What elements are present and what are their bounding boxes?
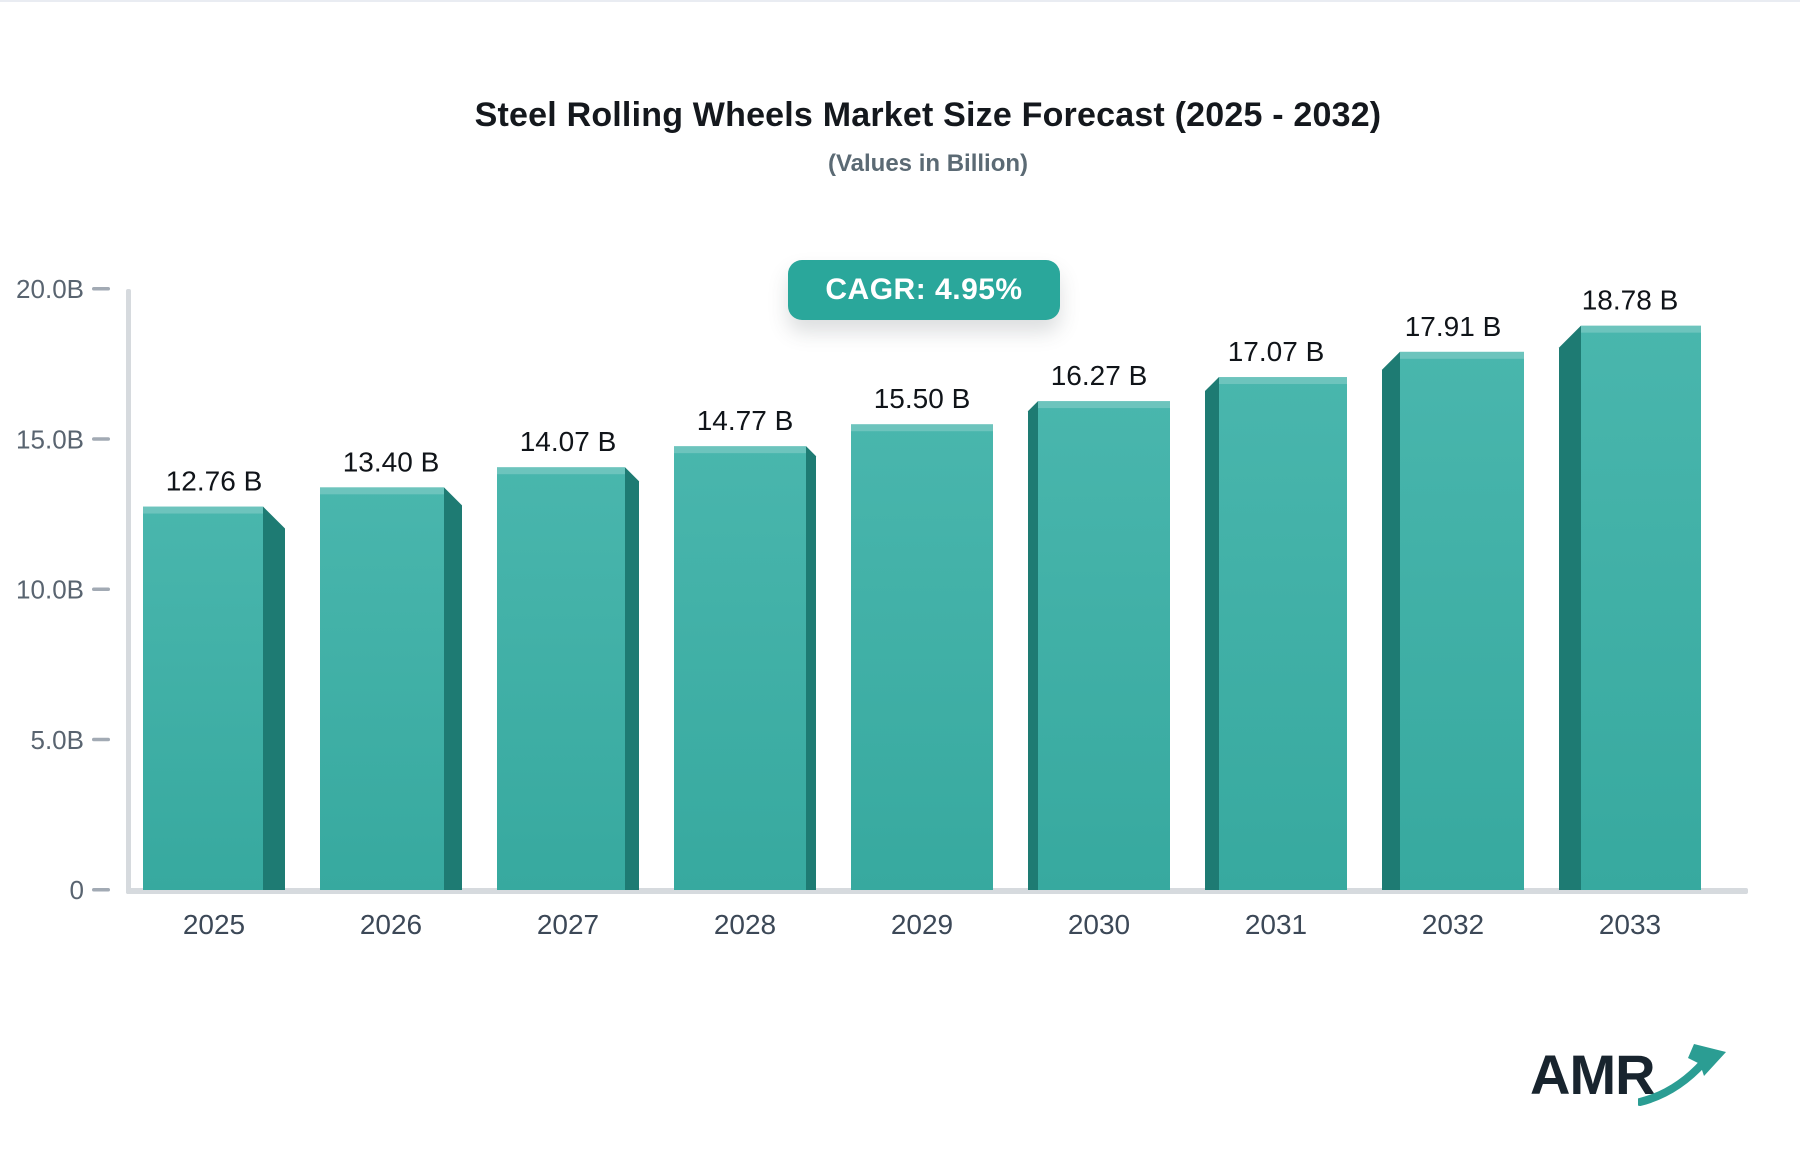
y-axis-tick	[92, 587, 110, 591]
bar-face	[143, 506, 263, 890]
x-axis-label: 2032	[1422, 909, 1484, 940]
bar-top-highlight	[1038, 401, 1170, 409]
growth-arrow-icon	[1638, 1044, 1726, 1106]
y-axis-tick	[92, 437, 110, 441]
bar-face	[1219, 377, 1347, 890]
bar-group-2029	[851, 424, 993, 890]
bar-top-highlight	[1219, 377, 1347, 385]
bar-group-2031	[1205, 377, 1347, 890]
bar-group-2033	[1559, 325, 1701, 890]
y-axis-label: 20.0B	[16, 274, 84, 304]
bar-side-face	[1028, 401, 1038, 890]
bar-top-highlight	[1400, 351, 1524, 359]
bar-side-face	[1559, 325, 1581, 890]
bar-top-highlight	[674, 446, 806, 454]
bar-face	[497, 467, 625, 890]
bar-face	[320, 487, 444, 890]
bar-face	[674, 446, 806, 890]
bar-top-highlight	[143, 506, 263, 514]
bar-top-highlight	[497, 467, 625, 475]
bar-value-label: 14.07 B	[520, 426, 617, 457]
y-axis-line	[126, 289, 131, 894]
x-axis-label: 2026	[360, 909, 422, 940]
bar-top-highlight	[1581, 325, 1701, 333]
bar-value-label: 12.76 B	[166, 466, 263, 497]
y-axis-tick	[92, 888, 110, 892]
bar-side-face	[263, 506, 285, 890]
bar-face	[1038, 401, 1170, 890]
x-axis-label: 2030	[1068, 909, 1130, 940]
y-axis-tick	[92, 737, 110, 742]
bar-value-label: 17.07 B	[1228, 336, 1325, 367]
y-axis-tick	[92, 287, 110, 291]
bar-side-face	[806, 446, 816, 890]
x-axis-label: 2027	[537, 909, 599, 940]
bar-group-2026	[320, 487, 462, 890]
bar-side-face	[1205, 377, 1219, 890]
bar-group-2027	[497, 467, 639, 890]
bar-side-face	[625, 467, 639, 890]
bar-face	[851, 424, 993, 890]
bar-value-label: 15.50 B	[874, 383, 971, 414]
y-axis-label: 10.0B	[16, 575, 84, 605]
cagr-badge: CAGR: 4.95%	[788, 260, 1060, 320]
bar-face	[1581, 325, 1701, 890]
y-axis-label: 5.0B	[31, 725, 85, 755]
bar-value-label: 17.91 B	[1405, 311, 1502, 342]
bar-side-face	[1382, 351, 1400, 890]
bar-group-2025	[143, 506, 285, 890]
y-axis-label: 15.0B	[16, 424, 84, 454]
bar-top-highlight	[851, 424, 993, 432]
bar-value-label: 16.27 B	[1051, 360, 1148, 391]
x-axis-label: 2029	[891, 909, 953, 940]
page-subtitle: (Values in Billion)	[827, 150, 1029, 177]
amr-logo-text: AMR	[1530, 1043, 1656, 1106]
x-axis-label: 2033	[1599, 909, 1661, 940]
bar-group-2030	[1028, 401, 1170, 890]
bar-face	[1400, 351, 1524, 890]
bar-value-label: 13.40 B	[343, 446, 440, 477]
bar-group-2032	[1382, 351, 1524, 890]
cagr-badge-label: CAGR: 4.95%	[825, 273, 1023, 306]
x-axis-label: 2031	[1245, 909, 1307, 940]
bar-side-face	[444, 487, 462, 890]
x-axis-label: 2025	[183, 909, 245, 940]
x-axis-label: 2028	[714, 909, 776, 940]
y-axis-label: 0	[70, 875, 84, 905]
amr-logo: AMR	[1530, 1040, 1750, 1120]
page-title: Steel Rolling Wheels Market Size Forecas…	[474, 96, 1382, 134]
bar-value-label: 18.78 B	[1582, 285, 1679, 316]
bar-group-2028	[674, 446, 816, 890]
bar-top-highlight	[320, 487, 444, 495]
bar-value-label: 14.77 B	[697, 405, 794, 436]
